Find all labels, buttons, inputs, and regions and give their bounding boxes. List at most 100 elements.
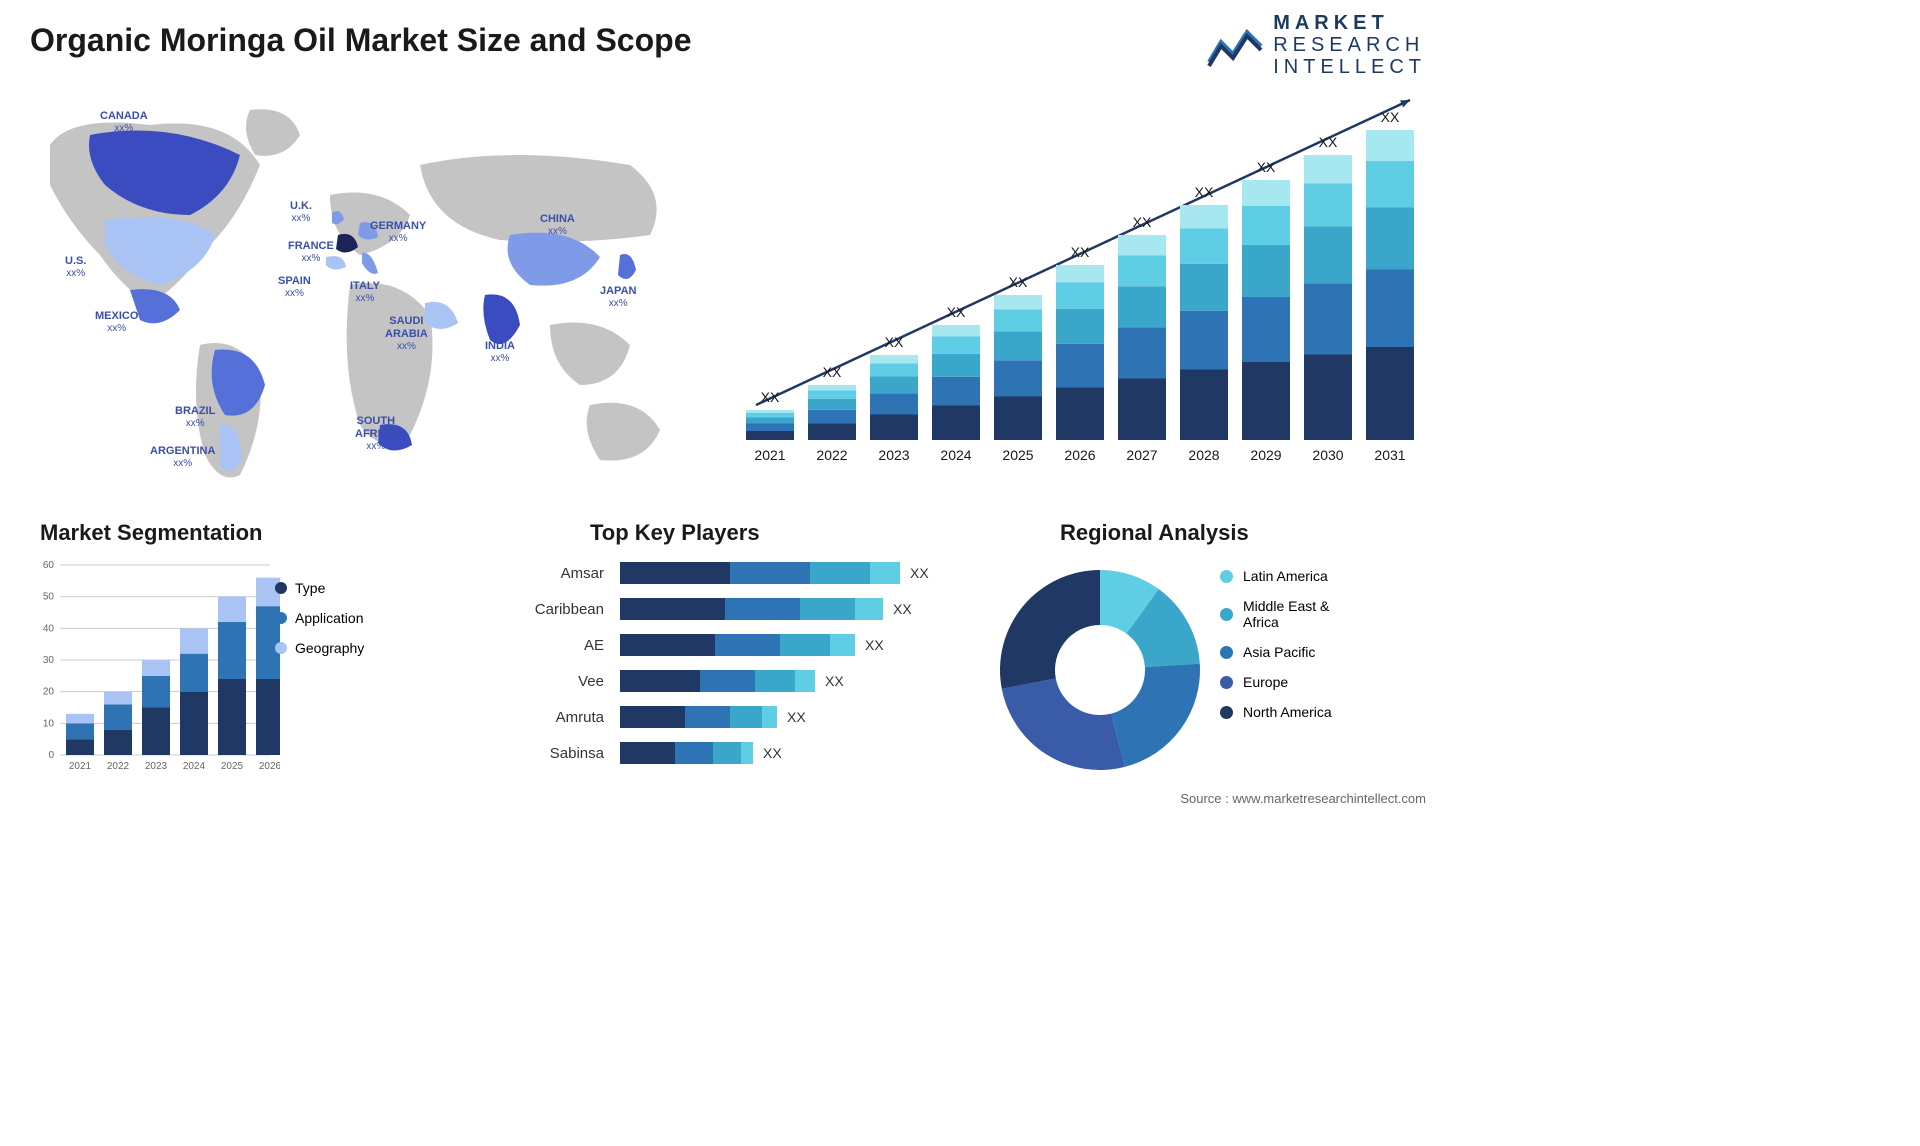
player-name: Caribbean	[500, 601, 620, 618]
svg-text:XX: XX	[1319, 134, 1338, 150]
svg-text:XX: XX	[1009, 274, 1028, 290]
map-country-label: INDIAxx%	[485, 340, 515, 365]
map-country-label: ARGENTINAxx%	[150, 445, 215, 470]
svg-text:20: 20	[43, 687, 55, 698]
regional-legend: Latin America Middle East &Africa Asia Pac…	[1220, 568, 1332, 734]
page-title: Organic Moringa Oil Market Size and Scop…	[30, 22, 691, 59]
svg-text:2022: 2022	[107, 761, 130, 772]
player-value: XX	[825, 673, 844, 689]
player-value: XX	[865, 637, 884, 653]
svg-text:60: 60	[43, 560, 55, 571]
player-name: AE	[500, 637, 620, 654]
svg-text:2022: 2022	[816, 447, 847, 463]
logo-line3: INTELLECT	[1273, 56, 1426, 78]
svg-text:XX: XX	[1195, 184, 1214, 200]
map-country-label: BRAZILxx%	[175, 405, 215, 430]
svg-text:2023: 2023	[145, 761, 168, 772]
regional-donut	[990, 560, 1210, 780]
map-country-label: SOUTHAFRICAxx%	[355, 415, 397, 453]
legend-item: Middle East &Africa	[1220, 598, 1332, 630]
brand-logo: MARKET RESEARCH INTELLECT	[1207, 12, 1426, 78]
players-heading: Top Key Players	[590, 520, 760, 546]
svg-text:2030: 2030	[1312, 447, 1343, 463]
svg-text:2024: 2024	[940, 447, 971, 463]
map-country-label: JAPANxx%	[600, 285, 636, 310]
svg-text:30: 30	[43, 655, 55, 666]
legend-item: Latin America	[1220, 568, 1332, 584]
regional-heading: Regional Analysis	[1060, 520, 1249, 546]
logo-line1: MARKET	[1273, 12, 1426, 34]
svg-text:2023: 2023	[878, 447, 909, 463]
svg-text:XX: XX	[1133, 214, 1152, 230]
player-name: Sabinsa	[500, 745, 620, 762]
segmentation-legend: Type Application Geography	[275, 580, 364, 670]
svg-text:2029: 2029	[1250, 447, 1281, 463]
player-value: XX	[893, 601, 912, 617]
player-value: XX	[763, 745, 782, 761]
player-value: XX	[910, 565, 929, 581]
svg-text:0: 0	[48, 750, 54, 761]
map-country-label: GERMANYxx%	[370, 220, 426, 245]
player-row: Amruta XX	[500, 704, 970, 730]
svg-text:2021: 2021	[754, 447, 785, 463]
map-country-label: CHINAxx%	[540, 213, 575, 238]
logo-line2: RESEARCH	[1273, 34, 1426, 56]
map-country-label: FRANCExx%	[288, 240, 334, 265]
player-row: Vee XX	[500, 668, 970, 694]
player-row: AE XX	[500, 632, 970, 658]
player-bar	[620, 598, 883, 620]
map-country-label: U.S.xx%	[65, 255, 86, 280]
growth-chart-svg: XX 2021 XX 2022 XX 2023 XX 2024 XX 2025 XX 2026 XX 20…	[726, 85, 1426, 475]
legend-item: Europe	[1220, 674, 1332, 690]
legend-item: North America	[1220, 704, 1332, 720]
svg-text:2025: 2025	[221, 761, 244, 772]
player-name: Vee	[500, 673, 620, 690]
map-country-label: U.K.xx%	[290, 200, 312, 225]
segmentation-svg: 0102030405060202120222023202420252026	[30, 555, 280, 785]
player-row: Amsar XX	[500, 560, 970, 586]
svg-text:XX: XX	[823, 364, 842, 380]
svg-text:XX: XX	[761, 389, 780, 405]
svg-text:10: 10	[43, 718, 55, 729]
player-bar	[620, 670, 815, 692]
map-country-label: SPAINxx%	[278, 275, 311, 300]
map-country-label: CANADAxx%	[100, 110, 148, 135]
svg-text:XX: XX	[1381, 109, 1400, 125]
player-row: Caribbean XX	[500, 596, 970, 622]
donut-svg	[990, 560, 1210, 780]
player-bar	[620, 562, 900, 584]
player-bar	[620, 742, 753, 764]
legend-item: Application	[275, 610, 364, 626]
svg-text:40: 40	[43, 623, 55, 634]
svg-text:2024: 2024	[183, 761, 206, 772]
source-attribution: Source : www.marketresearchintellect.com	[1180, 791, 1426, 806]
player-name: Amruta	[500, 709, 620, 726]
legend-item: Geography	[275, 640, 364, 656]
svg-text:XX: XX	[1071, 244, 1090, 260]
svg-text:50: 50	[43, 592, 55, 603]
svg-text:2028: 2028	[1188, 447, 1219, 463]
logo-mark-icon	[1207, 22, 1263, 68]
svg-text:2027: 2027	[1126, 447, 1157, 463]
svg-text:2025: 2025	[1002, 447, 1033, 463]
segmentation-chart: 0102030405060202120222023202420252026	[30, 555, 430, 785]
svg-text:2031: 2031	[1374, 447, 1405, 463]
world-map: CANADAxx% U.S.xx% MEXICOxx% BRAZILxx% ARGENT…	[30, 85, 690, 495]
player-value: XX	[787, 709, 806, 725]
map-country-label: SAUDIARABIAxx%	[385, 315, 428, 353]
segmentation-heading: Market Segmentation	[40, 520, 263, 546]
legend-item: Asia Pacific	[1220, 644, 1332, 660]
map-country-label: MEXICOxx%	[95, 310, 138, 335]
player-bar	[620, 706, 777, 728]
svg-text:2021: 2021	[69, 761, 92, 772]
svg-text:XX: XX	[1257, 159, 1276, 175]
player-name: Amsar	[500, 565, 620, 582]
svg-text:2026: 2026	[1064, 447, 1095, 463]
map-country-label: ITALYxx%	[350, 280, 380, 305]
svg-text:XX: XX	[947, 304, 966, 320]
growth-bar-chart: XX 2021 XX 2022 XX 2023 XX 2024 XX 2025 XX 2026 XX 20…	[726, 85, 1426, 475]
legend-item: Type	[275, 580, 364, 596]
key-players-chart: Amsar XX Caribbean XX AE XX Vee XX Amruta XX Sabin…	[500, 560, 970, 776]
player-bar	[620, 634, 855, 656]
svg-text:XX: XX	[885, 334, 904, 350]
